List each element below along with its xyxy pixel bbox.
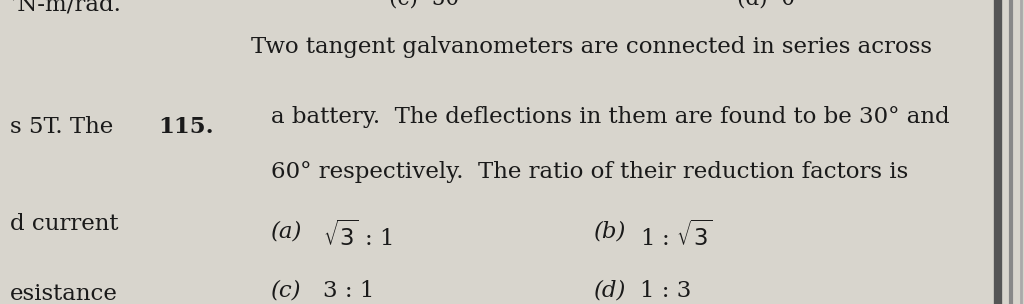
- Text: 1 : $\sqrt{3}$: 1 : $\sqrt{3}$: [640, 220, 713, 251]
- Text: a battery.  The deflections in them are found to be 30° and: a battery. The deflections in them are f…: [271, 106, 950, 128]
- Text: ’N-m/rad.: ’N-m/rad.: [10, 0, 121, 16]
- Text: (a): (a): [271, 220, 303, 242]
- Text: (c): (c): [271, 280, 302, 302]
- Text: 60° respectively.  The ratio of their reduction factors is: 60° respectively. The ratio of their red…: [271, 161, 908, 183]
- Text: d current: d current: [10, 213, 119, 235]
- Text: 1 : 3: 1 : 3: [640, 280, 691, 302]
- Text: $\sqrt{3}$ : 1: $\sqrt{3}$ : 1: [323, 220, 392, 251]
- Text: Two tangent galvanometers are connected in series across: Two tangent galvanometers are connected …: [251, 36, 932, 58]
- Text: s 5T. The: s 5T. The: [10, 116, 114, 137]
- Text: 3 : 1: 3 : 1: [323, 280, 374, 302]
- Text: (c)  50: (c) 50: [389, 0, 459, 10]
- Text: 115.: 115.: [159, 116, 214, 137]
- Text: (b): (b): [594, 220, 627, 242]
- Text: esistance: esistance: [10, 283, 118, 304]
- Text: (d): (d): [594, 280, 627, 302]
- Text: (d)  0: (d) 0: [737, 0, 796, 10]
